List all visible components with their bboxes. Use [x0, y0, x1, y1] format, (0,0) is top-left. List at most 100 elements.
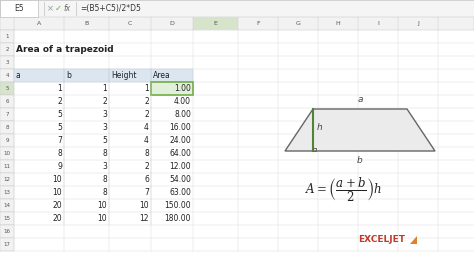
Bar: [151, 82, 193, 95]
Bar: [0, 212, 14, 225]
Text: 13: 13: [3, 190, 10, 195]
Polygon shape: [410, 236, 417, 244]
Polygon shape: [285, 109, 435, 151]
Text: EXCELJET: EXCELJET: [358, 235, 405, 245]
Bar: [0, 147, 14, 160]
Text: 54.00: 54.00: [169, 175, 191, 184]
Text: Area: Area: [153, 71, 171, 80]
Bar: [0, 212, 474, 225]
Bar: [0, 108, 14, 121]
Text: 10: 10: [3, 151, 10, 156]
Text: 8: 8: [102, 149, 107, 158]
Bar: [0, 173, 474, 186]
Text: 2: 2: [57, 97, 62, 106]
Bar: [0, 160, 474, 173]
Text: 10: 10: [52, 175, 62, 184]
Text: 4.00: 4.00: [174, 97, 191, 106]
Bar: [0, 43, 14, 56]
Bar: [0, 160, 14, 173]
Text: 3: 3: [102, 110, 107, 119]
Text: =(B5+C5)/2*D5: =(B5+C5)/2*D5: [80, 4, 141, 13]
Text: 3: 3: [102, 123, 107, 132]
Text: 8: 8: [102, 175, 107, 184]
Bar: [0, 95, 474, 108]
Bar: [0, 69, 14, 82]
Text: 1: 1: [144, 84, 149, 93]
Text: 1: 1: [5, 34, 9, 39]
Text: 5: 5: [57, 123, 62, 132]
Text: a: a: [357, 95, 363, 104]
Text: 2: 2: [144, 97, 149, 106]
Text: 8.00: 8.00: [174, 110, 191, 119]
Bar: [0, 82, 474, 95]
Text: D: D: [170, 21, 174, 26]
Text: 16.00: 16.00: [169, 123, 191, 132]
Text: 8: 8: [5, 125, 9, 130]
Bar: [0, 56, 14, 69]
Text: 12.00: 12.00: [169, 162, 191, 171]
Bar: [0, 82, 14, 95]
Bar: [0, 238, 474, 251]
Bar: [0, 17, 474, 30]
Bar: [0, 43, 474, 56]
Text: 1.00: 1.00: [174, 84, 191, 93]
Text: 63.00: 63.00: [169, 188, 191, 197]
Bar: [0, 108, 474, 121]
Text: H: H: [336, 21, 340, 26]
Text: 2: 2: [144, 110, 149, 119]
Bar: [0, 186, 14, 199]
Text: 8: 8: [57, 149, 62, 158]
Text: Area of a trapezoid: Area of a trapezoid: [16, 45, 114, 54]
Bar: [14, 69, 193, 82]
Text: b: b: [357, 156, 363, 165]
Text: 5: 5: [5, 86, 9, 91]
Bar: [0, 30, 14, 43]
Text: F: F: [256, 21, 260, 26]
Text: 15: 15: [3, 216, 10, 221]
Bar: [0, 199, 14, 212]
Text: 8: 8: [102, 188, 107, 197]
Text: E: E: [214, 21, 218, 26]
Text: 17: 17: [3, 242, 10, 247]
Bar: [0, 173, 14, 186]
Bar: [0, 199, 474, 212]
Text: E5: E5: [14, 4, 24, 13]
Text: 24.00: 24.00: [169, 136, 191, 145]
Text: 20: 20: [52, 201, 62, 210]
Text: 3: 3: [102, 162, 107, 171]
Text: 4: 4: [5, 73, 9, 78]
Bar: [0, 225, 14, 238]
Text: 2: 2: [5, 47, 9, 52]
Text: b: b: [66, 71, 71, 80]
Bar: [0, 69, 474, 82]
Text: 16: 16: [3, 229, 10, 234]
Text: fx: fx: [64, 4, 71, 13]
Text: 2: 2: [144, 162, 149, 171]
Text: I: I: [377, 21, 379, 26]
Text: 3: 3: [5, 60, 9, 65]
Text: A: A: [37, 21, 41, 26]
Text: 11: 11: [3, 164, 10, 169]
Text: 10: 10: [97, 201, 107, 210]
Bar: [0, 56, 474, 69]
Text: G: G: [296, 21, 301, 26]
Text: ✓: ✓: [55, 4, 62, 13]
Text: ×: ×: [46, 4, 54, 13]
Text: 2: 2: [102, 97, 107, 106]
Bar: [0, 238, 14, 251]
Bar: [0, 30, 474, 43]
Text: 7: 7: [144, 188, 149, 197]
Text: 20: 20: [52, 214, 62, 223]
Bar: [193, 17, 238, 30]
Bar: [0, 95, 14, 108]
Text: $A = \left(\dfrac{a + b}{2}\right)h$: $A = \left(\dfrac{a + b}{2}\right)h$: [305, 176, 382, 204]
Text: C: C: [128, 21, 132, 26]
Bar: [0, 121, 14, 134]
Text: 7: 7: [5, 112, 9, 117]
Text: 1: 1: [57, 84, 62, 93]
Text: 10: 10: [52, 188, 62, 197]
Bar: [0, 134, 474, 147]
Text: 7: 7: [57, 136, 62, 145]
Text: J: J: [417, 21, 419, 26]
Text: Height: Height: [111, 71, 137, 80]
